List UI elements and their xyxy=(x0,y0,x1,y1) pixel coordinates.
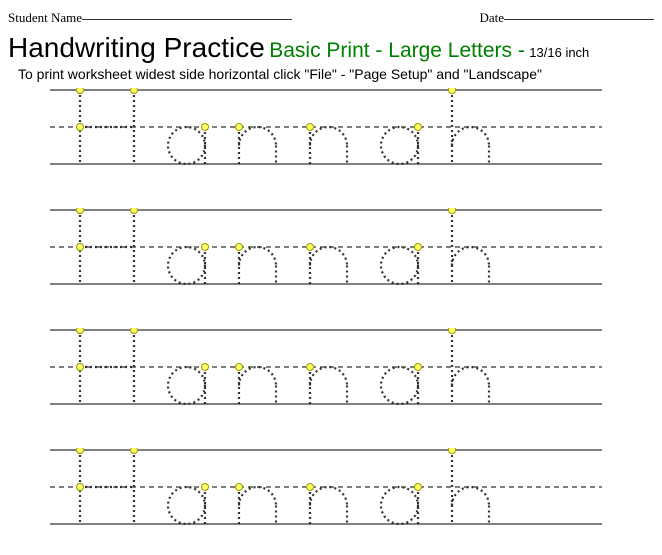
title-size: 13/16 inch xyxy=(529,45,589,60)
title-main: Handwriting Practice xyxy=(8,32,265,63)
student-name-underline xyxy=(82,19,292,20)
trace-row-3 xyxy=(50,328,602,406)
trace-row-2 xyxy=(50,208,602,286)
trace-row-1 xyxy=(50,88,602,166)
date-label: Date xyxy=(479,10,504,25)
trace-row-4 xyxy=(50,448,602,526)
instructions: To print worksheet widest side horizonta… xyxy=(18,66,542,82)
title-row: Handwriting Practice Basic Print - Large… xyxy=(8,32,589,64)
student-name-label: Student Name xyxy=(8,10,82,25)
date-underline xyxy=(504,19,654,20)
title-sub: Basic Print - Large Letters - xyxy=(269,39,525,62)
header-line-1: Student Name Date xyxy=(8,10,654,26)
date-field: Date xyxy=(479,10,654,26)
